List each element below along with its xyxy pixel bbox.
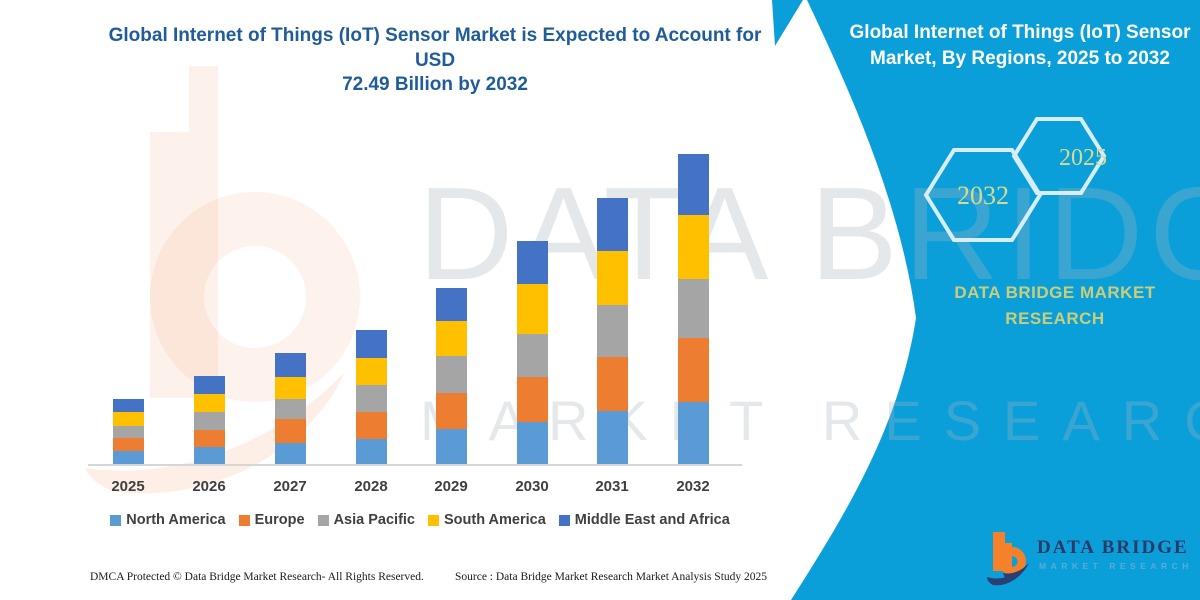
bar-segment [355,411,387,439]
legend-label: Asia Pacific [333,512,415,528]
bar-segment [274,398,306,420]
bar-segment [274,353,306,378]
legend-item: Asia Pacific [317,512,415,528]
legend-swatch [558,514,570,526]
legend-item: Europe [238,512,305,528]
stacked-bar-2026 [193,375,225,465]
footer-source: Source : Data Bridge Market Research Mar… [455,571,768,583]
company-logo-name: DATA BRIDGE [1037,537,1189,558]
footer-copyright: DMCA Protected © Data Bridge Market Rese… [90,571,424,583]
stacked-bar-2031 [596,197,628,465]
bar-segment [193,446,225,465]
x-axis-label: 2028 [354,478,388,495]
company-logo: DATA BRIDGE MARKET RESEARCH [985,525,1188,590]
stacked-bar-2025 [112,398,144,465]
bar-segment [677,338,709,402]
x-axis-label: 2025 [111,478,145,495]
peach-logo-watermark [85,66,360,494]
bar-segment [435,392,467,429]
bar-segment [355,384,387,412]
legend-item: Middle East and Africa [558,512,730,528]
hexagon-2025-year: 2025 [1059,145,1107,171]
bar-segment [435,320,467,357]
legend-label: South America [444,512,546,528]
legend-label: North America [126,512,226,528]
legend-item: North America [110,512,226,528]
bar-segment [516,283,548,335]
chart-title-line2: 72.49 Billion by 2032 [342,74,528,96]
bar-segment [274,377,306,399]
x-axis-label: 2027 [273,478,307,495]
stacked-bar-2028 [355,329,387,465]
bar-segment [596,305,628,357]
chart-title: Global Internet of Things (IoT) Sensor M… [90,24,780,98]
stacked-bar-2029 [435,287,467,465]
legend-swatch [317,514,329,526]
company-logo-icon [987,532,1029,586]
legend-label: Europe [254,512,305,528]
bar-segment [677,214,709,279]
bar-segment [677,401,709,465]
bar-segment [112,398,144,412]
bar-segment [112,437,144,451]
bar-segment [516,241,548,284]
legend-item: South America [428,512,546,528]
stacked-bar-2030 [516,241,548,465]
brand-text-line1: DATA BRIDGE MARKET [954,283,1156,302]
bar-segment [112,411,144,426]
bar-segment [435,356,467,393]
x-axis-label: 2032 [676,478,710,495]
stacked-bar-2032 [677,153,709,465]
legend-swatch [428,514,439,526]
bar-segment [677,278,709,339]
brand-text: DATA BRIDGE MARKET RESEARCH [915,280,1195,333]
bar-segment [596,250,628,305]
company-logo-subtext: MARKET RESEARCH [1039,561,1193,571]
x-axis-label: 2026 [192,478,226,495]
bar-segment [435,287,467,321]
bar-segment [355,438,387,465]
chart-title-line1: Global Internet of Things (IoT) Sensor M… [108,25,762,71]
x-axis-label: 2029 [434,478,468,495]
brand-text-line2: RESEARCH [1005,309,1105,329]
x-axis-label: 2030 [515,478,549,495]
bar-segment [516,422,548,465]
bar-segment [112,450,144,465]
bar-segment [516,334,548,378]
bar-segment [596,410,628,465]
legend-label: Middle East and Africa [574,512,730,528]
bar-segment [596,356,628,411]
x-axis-label: 2031 [595,478,629,495]
bar-segment [193,429,225,447]
bar-segment [355,357,387,385]
bar-segment [516,377,548,423]
bar-segment [193,393,225,412]
bar-segment [274,419,306,444]
x-axis-line [88,464,742,466]
stacked-bar-2027 [274,353,306,465]
bar-segment [596,197,628,251]
bar-segment [677,153,709,215]
panel-title-line1: Global Internet of Things (IoT) Sensor [849,22,1191,43]
bar-segment [112,425,144,438]
hexagon-2025: 2025 [1011,117,1107,195]
legend-swatch [110,514,122,526]
panel-title: Global Internet of Things (IoT) Sensor M… [845,20,1195,71]
bar-segment [193,411,225,430]
bar-segment [193,375,225,394]
legend: North America Europe Asia Pacific South Ame… [88,512,752,528]
panel-title-line2: Market, By Regions, 2025 to 2032 [870,47,1170,69]
bar-segment [435,428,467,465]
hexagon-2032-year: 2032 [957,181,1009,210]
bar-segment [355,329,387,358]
bar-segment [274,443,306,465]
legend-swatch [238,514,250,526]
